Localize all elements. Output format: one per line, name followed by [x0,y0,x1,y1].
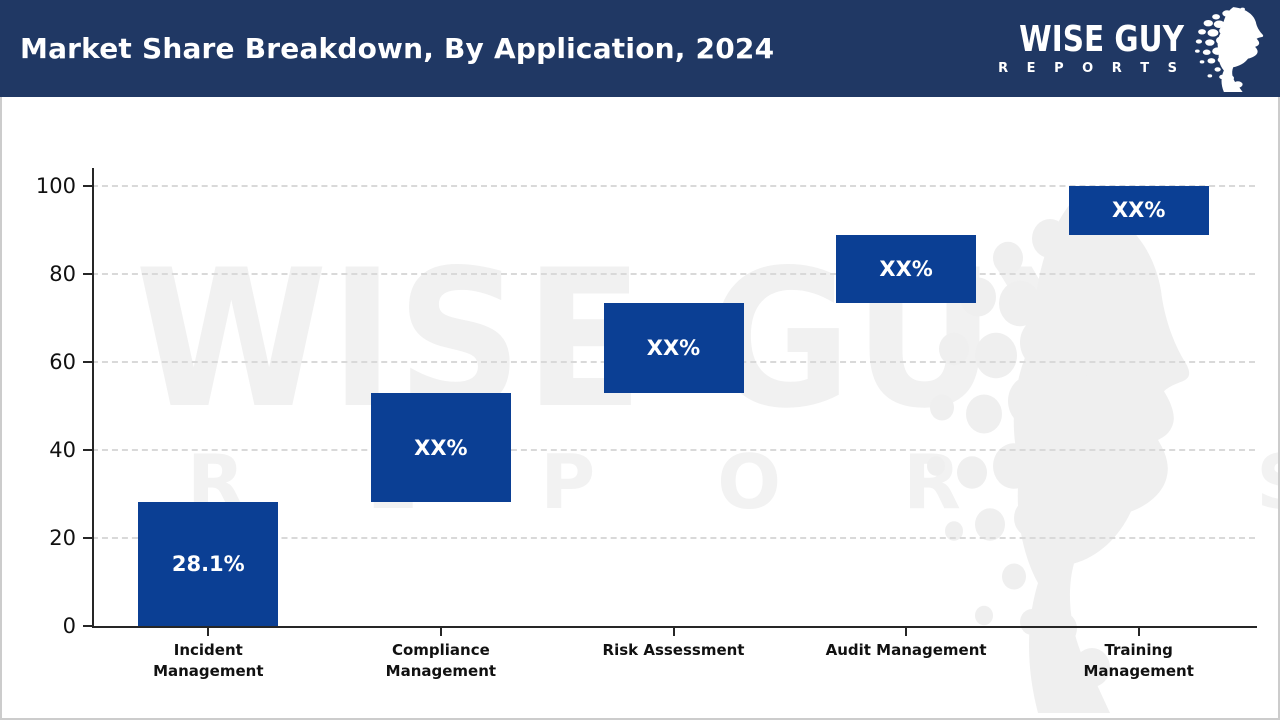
y-tick-label: 100 [35,174,76,198]
logo-head-icon [1195,6,1264,92]
bar-value-label: XX% [879,256,933,281]
wise-guy-logo: WISE GUY R E P O R T S [983,6,1266,92]
bar-value-label: 28.1% [171,552,245,577]
logo-subtext: R E P O R T S [998,61,1184,76]
x-tick [439,628,442,636]
bar-value-label: XX% [1111,198,1166,223]
gridline [92,185,1255,187]
logo-text: WISE GUY R E P O R T S [983,19,1184,76]
gridline [92,449,1255,451]
x-tick-label: Training Management [1083,641,1194,680]
bar: XX% [603,302,744,394]
bar: XX% [836,234,977,303]
page-title: Market Share Breakdown, By Application, … [20,32,775,65]
y-tick-label: 80 [49,262,76,286]
x-tick [672,628,675,636]
y-tick [83,537,92,539]
x-tick [1137,628,1140,636]
y-tick [83,185,92,187]
gridline [92,273,1255,275]
bar: XX% [1068,186,1209,235]
x-tick-label: Risk Assessment [602,641,745,659]
y-tick-label: 40 [49,438,76,462]
x-tick-label: Compliance Management [385,641,497,680]
gridline [92,537,1255,539]
x-tick [905,628,908,636]
y-tick-label: 60 [49,350,76,374]
bar: XX% [370,393,511,503]
y-axis [92,168,94,628]
x-tick-label: Incident Management [153,641,264,680]
waterfall-chart: WISE GUY R E P O R T S 0 20 40 60 80 100 28.1%… [0,97,1280,720]
bar-value-label: XX% [646,335,701,360]
y-tick [83,361,92,363]
logo-wordmark: WISE GUY [1019,19,1184,60]
x-tick [207,628,210,636]
x-axis [92,626,1257,628]
plot-area: 0 20 40 60 80 100 28.1% XX% XX% XX% XX% Incident Ma… [2,97,1278,718]
bar-value-label: XX% [414,435,468,460]
y-tick [83,273,92,275]
y-tick [83,449,92,451]
bar: 28.1% [138,502,279,626]
y-tick-label: 0 [62,614,76,638]
y-tick [83,625,92,627]
y-tick-label: 20 [49,526,76,550]
x-tick-label: Audit Management [825,641,987,659]
header: Market Share Breakdown, By Application, … [0,0,1280,97]
